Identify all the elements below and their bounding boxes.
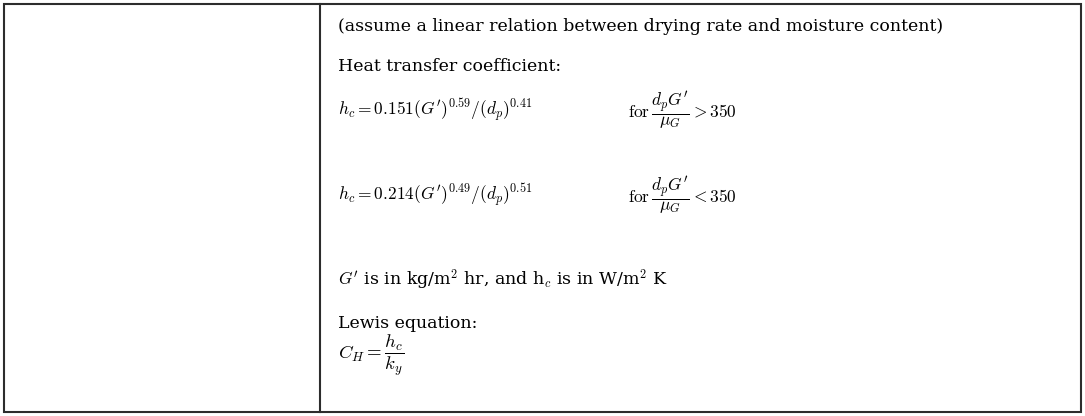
Text: $\mathrm{for}\,\dfrac{d_p G^{\prime}}{\mu_G} > 350$: $\mathrm{for}\,\dfrac{d_p G^{\prime}}{\m… [628,89,737,131]
Text: $h_c = 0.151(G^{\prime})^{0.59}/(d_p)^{0.41}$: $h_c = 0.151(G^{\prime})^{0.59}/(d_p)^{0… [339,97,533,123]
Text: Lewis equation:: Lewis equation: [339,315,477,332]
Text: $G^{\prime}$ is in kg/m$^2$ hr, and h$_c$ is in W/m$^2$ K: $G^{\prime}$ is in kg/m$^2$ hr, and h$_c… [339,268,667,292]
Text: (assume a linear relation between drying rate and moisture content): (assume a linear relation between drying… [339,18,943,35]
Text: $h_c = 0.214(G^{\prime})^{0.49}/(d_p)^{0.51}$: $h_c = 0.214(G^{\prime})^{0.49}/(d_p)^{0… [339,182,533,208]
Text: $\mathrm{for}\,\dfrac{d_p G^{\prime}}{\mu_G} < 350$: $\mathrm{for}\,\dfrac{d_p G^{\prime}}{\m… [628,174,737,216]
Text: $C_H = \dfrac{h_c}{k_y}$: $C_H = \dfrac{h_c}{k_y}$ [339,332,405,378]
Text: Heat transfer coefficient:: Heat transfer coefficient: [339,58,561,75]
